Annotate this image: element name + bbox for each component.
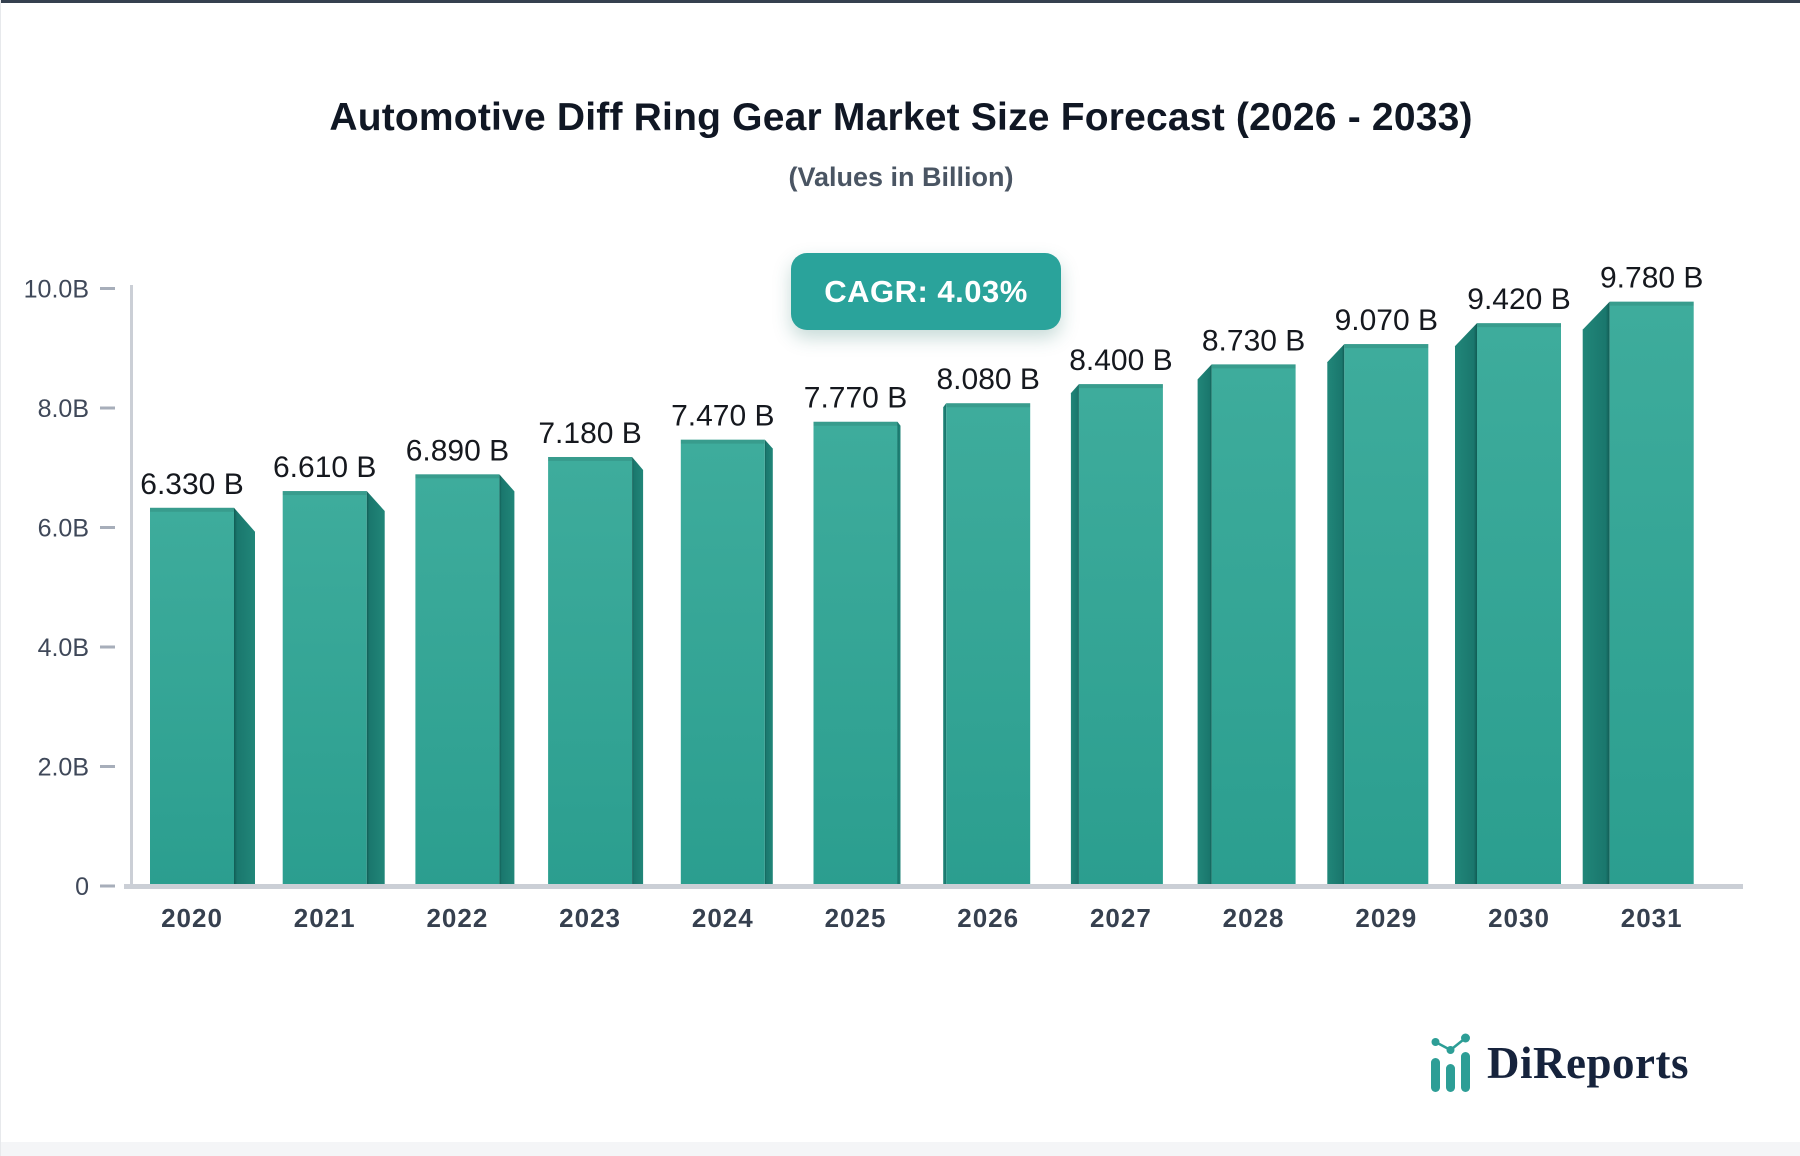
bar-front-face (150, 507, 234, 886)
bar-side-face (366, 491, 385, 886)
y-tick-label: 8.0B (38, 395, 89, 423)
bar-top-edge (1344, 344, 1429, 349)
x-axis-label: 2025 (825, 903, 887, 933)
bar-side-face (234, 507, 255, 886)
bar-side-face (1070, 384, 1079, 886)
bar-2030: 9.420 B 2030 (1455, 283, 1571, 933)
bar-side-face (632, 456, 644, 886)
x-axis-label: 2021 (294, 903, 356, 933)
bar-top-edge (415, 474, 500, 479)
x-axis-line (124, 884, 1743, 889)
bar-front-face (1344, 344, 1429, 886)
bar-value-label: 8.730 B (1202, 324, 1305, 357)
bar-2021: 6.610 B 2021 (273, 451, 385, 933)
bar-value-label: 9.070 B (1335, 304, 1438, 337)
bar-2029: 9.070 B 2029 (1327, 304, 1438, 933)
x-axis-label: 2029 (1355, 903, 1417, 933)
bar-value-label: 6.610 B (273, 451, 376, 484)
y-axis-line (130, 285, 133, 886)
bar-top-edge (946, 403, 1031, 408)
bar-front-face (1211, 364, 1296, 886)
bar-side-face (499, 474, 515, 886)
bar-side-face (1197, 364, 1212, 886)
bar-value-label: 7.470 B (671, 400, 774, 433)
bar-front-face (946, 403, 1031, 886)
x-axis-label: 2030 (1488, 903, 1550, 933)
bar-front-face (1609, 301, 1694, 886)
bar-top-edge (282, 491, 367, 496)
bar-top-edge (1211, 364, 1296, 369)
bottom-strip (1, 1142, 1800, 1156)
top-border (1, 0, 1800, 3)
cagr-badge-label: CAGR: 4.03% (824, 273, 1028, 309)
bar-front-face (1078, 384, 1163, 886)
bar-2027: 8.400 B 2027 (1069, 344, 1172, 933)
bar-2024: 7.470 B 2024 (671, 400, 774, 933)
bar-top-edge (813, 421, 898, 426)
bar-front-face (548, 456, 633, 886)
chart-title: Automotive Diff Ring Gear Market Size Fo… (329, 96, 1473, 139)
y-tick-label: 4.0B (38, 634, 89, 662)
bar-front-face (680, 439, 765, 886)
x-axis-label: 2023 (559, 903, 621, 933)
y-tick-dash (100, 406, 115, 410)
bar-top-edge (548, 456, 633, 461)
bar-side-face (764, 439, 773, 886)
bar-value-label: 9.420 B (1467, 283, 1570, 316)
y-tick-label: 0 (75, 873, 89, 901)
bar-value-label: 8.400 B (1069, 344, 1172, 377)
bar-front-face (415, 474, 500, 886)
bar-top-edge (1477, 323, 1561, 328)
y-tick-dash (100, 765, 115, 768)
y-tick-dash (100, 645, 115, 649)
bar-value-label: 7.770 B (804, 382, 907, 415)
x-axis-label: 2020 (161, 903, 223, 933)
bar-2028: 8.730 B 2028 (1197, 324, 1305, 933)
y-tick-dash (100, 526, 115, 529)
bar-2020: 6.330 B 2020 (140, 468, 255, 933)
x-axis-label: 2024 (692, 903, 754, 933)
x-axis-label: 2031 (1621, 903, 1683, 933)
bar-value-label: 8.080 B (936, 363, 1039, 396)
y-tick-label: 10.0B (24, 276, 89, 304)
y-tick-dash (100, 884, 115, 888)
bar-2026: 8.080 B 2026 (936, 363, 1039, 933)
x-axis-label: 2026 (957, 903, 1019, 933)
bar-front-face (1477, 323, 1561, 886)
cagr-badge: CAGR: 4.03% (791, 253, 1061, 330)
bar-value-label: 6.890 B (406, 434, 509, 467)
bar-2023: 7.180 B 2023 (538, 417, 644, 933)
logo-text: DiReports (1487, 1038, 1689, 1088)
direports-logo: DiReports (1429, 1028, 1709, 1098)
bar-value-label: 9.780 B (1600, 262, 1703, 295)
mini-bar-line-chart-icon (1431, 1033, 1470, 1092)
y-tick-label: 6.0B (38, 515, 89, 543)
bar-2031: 9.780 B 2031 (1582, 262, 1703, 933)
bar-side-face (1455, 323, 1477, 886)
x-axis-label: 2027 (1090, 903, 1152, 933)
bar-front-face (813, 421, 898, 886)
bar-side-face (1582, 301, 1610, 886)
bar-top-edge (150, 507, 234, 512)
x-axis-label: 2022 (426, 903, 488, 933)
bar-top-edge (680, 439, 765, 444)
bar-side-face (1327, 344, 1345, 886)
bar-side-face (897, 421, 901, 886)
bar-value-label: 6.330 B (140, 468, 243, 501)
bar-side-face (943, 403, 947, 886)
bar-2025: 7.770 B 2025 (804, 382, 907, 933)
bar-top-edge (1609, 301, 1694, 306)
bar-front-face (282, 491, 367, 886)
y-tick-label: 2.0B (38, 754, 89, 782)
y-tick-dash (100, 287, 115, 290)
chart-subtitle: (Values in Billion) (788, 162, 1014, 192)
bar-2022: 6.890 B 2022 (406, 434, 515, 933)
x-axis-label: 2028 (1223, 903, 1285, 933)
bar-value-label: 7.180 B (538, 417, 641, 450)
bar-top-edge (1078, 384, 1163, 389)
